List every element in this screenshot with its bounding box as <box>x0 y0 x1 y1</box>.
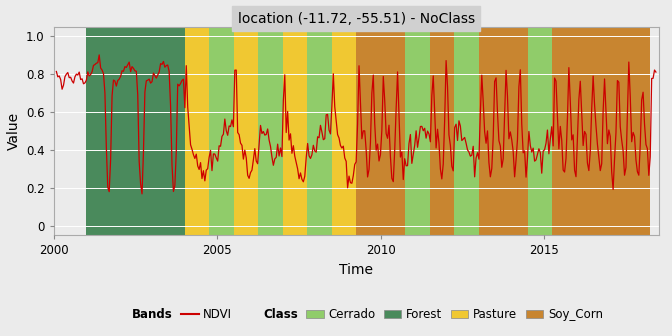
Bar <box>258 27 283 235</box>
Bar <box>87 27 111 235</box>
Bar <box>454 27 478 235</box>
Bar <box>380 27 405 235</box>
Bar <box>209 27 234 235</box>
X-axis label: Time: Time <box>339 263 373 277</box>
Bar <box>160 27 185 235</box>
Bar <box>136 27 160 235</box>
Bar <box>185 27 209 235</box>
Bar <box>478 27 503 235</box>
Bar <box>601 27 626 235</box>
Bar <box>234 27 258 235</box>
Bar <box>528 27 552 235</box>
Bar <box>356 27 380 235</box>
Bar <box>552 27 577 235</box>
Bar <box>405 27 429 235</box>
Y-axis label: Value: Value <box>7 112 21 150</box>
Bar <box>503 27 528 235</box>
Bar <box>429 27 454 235</box>
Bar <box>111 27 136 235</box>
Bar <box>332 27 356 235</box>
Bar <box>283 27 307 235</box>
Bar <box>577 27 601 235</box>
Bar <box>307 27 332 235</box>
Bar <box>626 27 650 235</box>
Legend: Bands, NDVI, Class, Cerrado, Forest, Pasture, Soy_Corn: Bands, NDVI, Class, Cerrado, Forest, Pas… <box>110 308 603 321</box>
Title: location (-11.72, -55.51) - NoClass: location (-11.72, -55.51) - NoClass <box>238 12 474 26</box>
